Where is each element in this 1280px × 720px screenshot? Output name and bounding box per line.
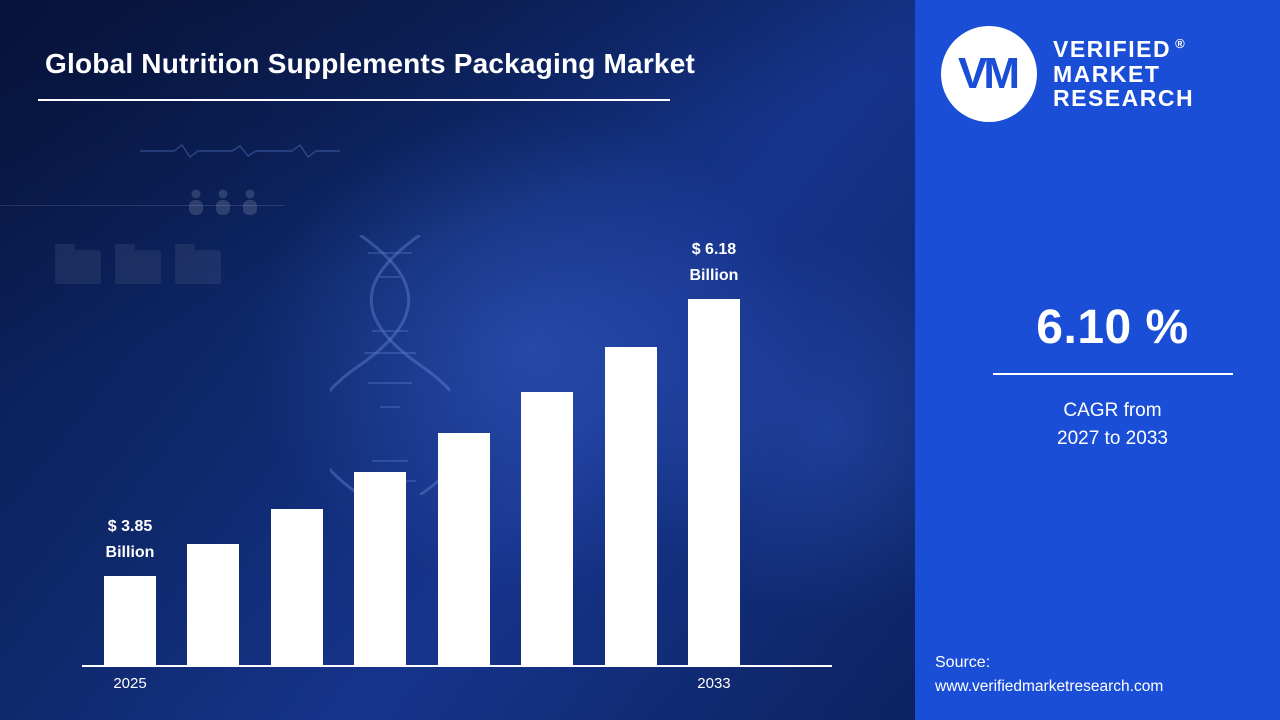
x-tick-label: [438, 675, 490, 692]
x-tick-label: [605, 675, 657, 692]
title-block: Global Nutrition Supplements Packaging M…: [38, 42, 695, 101]
cagr-block: 6.10 % CAGR from 2027 to 2033: [955, 300, 1270, 452]
x-tick-label: [271, 675, 323, 692]
bar-column: $ 3.85 Billion: [104, 514, 156, 665]
info-panel: VM VERIFIED ® MARKET RESEARCH 6.10 % CAGR…: [915, 0, 1280, 720]
x-tick-label: [187, 675, 239, 692]
brand-name-line: VERIFIED ®: [1053, 35, 1185, 62]
bar-value-label: $ 6.18 Billion: [689, 241, 739, 285]
cagr-value: 6.10 %: [1036, 301, 1189, 354]
x-tick-label: 2033: [697, 675, 731, 692]
bar: [604, 347, 657, 665]
cagr-divider: [992, 373, 1233, 375]
brand-name: VERIFIED ® MARKET RESEARCH: [1053, 35, 1195, 112]
bar-column: [604, 347, 657, 665]
brand-block: VM VERIFIED ® MARKET RESEARCH: [915, 0, 1280, 122]
brand-name-line: RESEARCH: [1053, 85, 1195, 112]
bar-column: [187, 544, 240, 665]
bar: [187, 544, 240, 665]
bar-column: $ 6.18 Billion: [687, 237, 740, 665]
bar: [437, 433, 490, 665]
folder-icon: [115, 244, 161, 284]
cagr-period-line2: 2027 to 2033: [1057, 427, 1168, 449]
source-label: Source:: [935, 653, 991, 671]
source-block: Source: www.verifiedmarketresearch.com: [935, 651, 1163, 698]
folder-icon: [175, 244, 221, 284]
bar-column: [270, 509, 323, 665]
bar-value-label: $ 3.85 Billion: [105, 518, 155, 562]
x-tick-label: 2025: [113, 675, 147, 692]
bar-column: [437, 433, 490, 665]
bar-chart-plot: $ 3.85 Billion $ 6.18 Billion: [82, 237, 832, 665]
x-axis: [82, 665, 832, 667]
title-underline: [38, 98, 670, 101]
registered-mark-icon: ®: [1175, 35, 1185, 51]
bar: [354, 472, 407, 665]
decorative-line: [0, 205, 285, 206]
source-url: www.verifiedmarketresearch.com: [935, 677, 1164, 695]
bar-column: [354, 472, 407, 665]
heartbeat-line-icon: [140, 143, 340, 159]
x-axis-labels: 2025 2033: [82, 667, 832, 698]
page-title: Global Nutrition Supplements Packaging M…: [45, 48, 695, 79]
x-tick-label: [354, 675, 406, 692]
vmr-logo: VM: [941, 26, 1037, 122]
brand-name-line: MARKET: [1053, 60, 1161, 87]
cagr-period: CAGR from 2027 to 2033: [955, 397, 1270, 452]
folder-icon: [55, 244, 101, 284]
bar: [270, 509, 323, 665]
bar-chart: $ 3.85 Billion $ 6.18 Billion 2025 2033: [82, 237, 832, 698]
bar: [104, 576, 156, 665]
bar-column: [521, 392, 574, 665]
folder-icons: [55, 244, 221, 284]
bar: [521, 392, 574, 665]
x-tick-label: [521, 675, 573, 692]
dna-icon: [330, 235, 450, 495]
vmr-logo-monogram: VM: [958, 49, 1020, 98]
bar: [687, 299, 740, 665]
chart-section: Global Nutrition Supplements Packaging M…: [0, 0, 915, 720]
people-icons: [189, 189, 257, 215]
cagr-period-line1: CAGR from: [1063, 400, 1162, 421]
